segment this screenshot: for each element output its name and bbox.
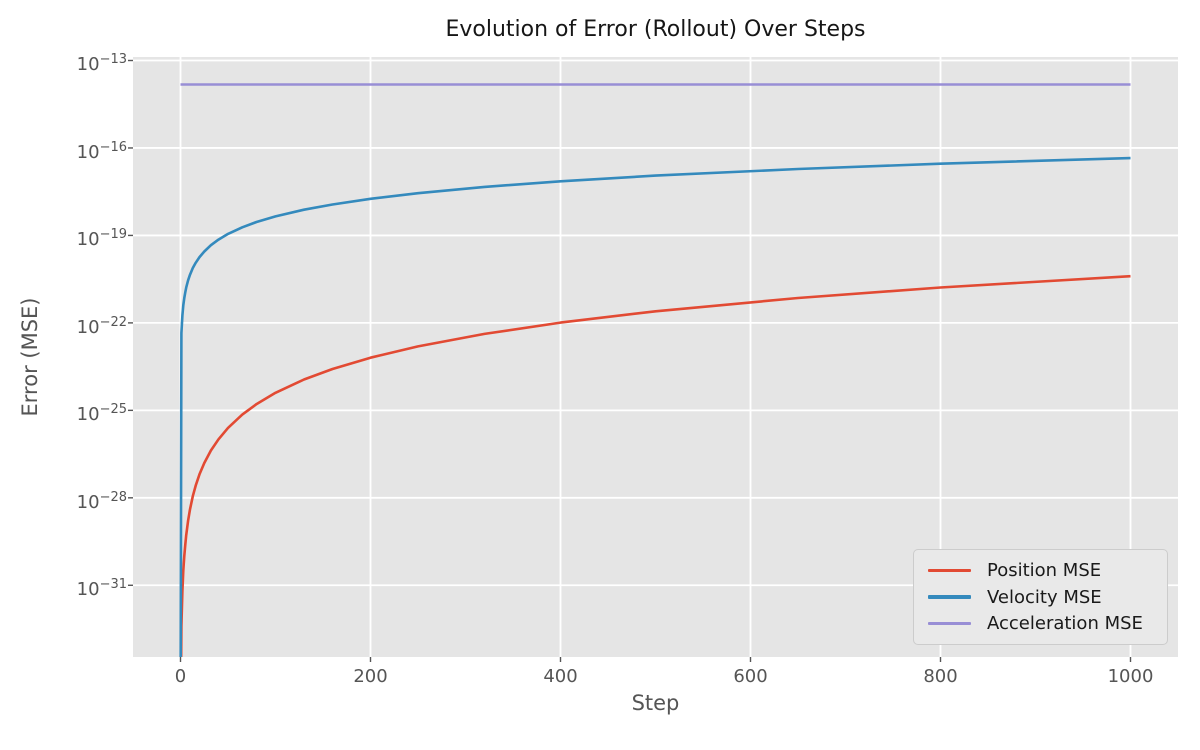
y-tick-label: 10−16 xyxy=(76,139,127,163)
x-tick-label: 800 xyxy=(923,666,958,687)
x-tick-label: 600 xyxy=(733,666,768,687)
chart-title: Evolution of Error (Rollout) Over Steps xyxy=(445,17,866,42)
gridlines xyxy=(133,57,1178,657)
x-tick-label: 200 xyxy=(353,666,388,687)
y-tick-label: 10−22 xyxy=(76,314,127,338)
y-tick-label: 10−19 xyxy=(76,227,127,251)
position-line-swatch xyxy=(928,568,971,573)
legend-label-acceleration: Acceleration MSE xyxy=(987,613,1143,635)
x-tick-label: 0 xyxy=(174,666,187,687)
legend-item-acceleration: Acceleration MSE xyxy=(928,610,1157,637)
series-line-velocity-mse xyxy=(179,156,1131,657)
legend: Position MSE Velocity MSE Acceleration M… xyxy=(913,549,1168,645)
x-tick-label: 1000 xyxy=(1107,666,1154,687)
y-tick-label: 10−25 xyxy=(76,402,127,426)
x-axis-label: Step xyxy=(631,691,680,715)
series-line-position-mse xyxy=(179,274,1131,657)
y-tick-label: 10−31 xyxy=(76,577,127,601)
velocity-line-swatch xyxy=(928,595,971,599)
legend-item-velocity: Velocity MSE xyxy=(928,584,1157,611)
legend-item-position: Position MSE xyxy=(928,557,1157,584)
y-tick-label: 10−13 xyxy=(76,52,127,76)
tick-marks xyxy=(128,59,1132,662)
legend-label-velocity: Velocity MSE xyxy=(987,586,1102,608)
legend-label-position: Position MSE xyxy=(987,559,1102,581)
y-tick-label: 10−28 xyxy=(76,489,127,513)
acceleration-line-swatch xyxy=(928,621,971,626)
x-tick-label: 400 xyxy=(543,666,578,687)
